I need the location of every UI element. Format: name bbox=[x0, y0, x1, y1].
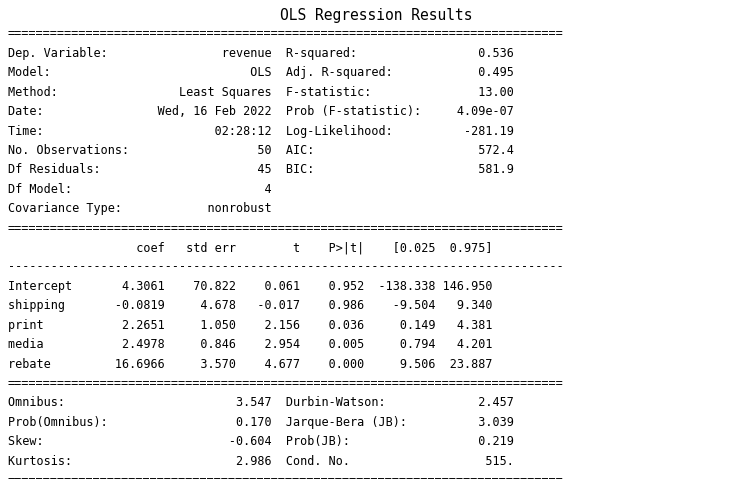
Text: ==============================================================================: ========================================… bbox=[8, 222, 564, 235]
Text: rebate         16.6966     3.570    4.677    0.000     9.506  23.887: rebate 16.6966 3.570 4.677 0.000 9.506 2… bbox=[8, 358, 493, 371]
Text: coef   std err        t    P>|t|    [0.025  0.975]: coef std err t P>|t| [0.025 0.975] bbox=[8, 241, 493, 254]
Text: ==============================================================================: ========================================… bbox=[8, 377, 564, 390]
Text: Date:                Wed, 16 Feb 2022  Prob (F-statistic):     4.09e-07: Date: Wed, 16 Feb 2022 Prob (F-statistic… bbox=[8, 105, 514, 118]
Text: Time:                        02:28:12  Log-Likelihood:          -281.19: Time: 02:28:12 Log-Likelihood: -281.19 bbox=[8, 124, 514, 137]
Text: Skew:                          -0.604  Prob(JB):                  0.219: Skew: -0.604 Prob(JB): 0.219 bbox=[8, 435, 514, 448]
Text: Prob(Omnibus):                  0.170  Jarque-Bera (JB):          3.039: Prob(Omnibus): 0.170 Jarque-Bera (JB): 3… bbox=[8, 416, 514, 429]
Text: Method:                 Least Squares  F-statistic:               13.00: Method: Least Squares F-statistic: 13.00 bbox=[8, 85, 514, 99]
Text: Dep. Variable:                revenue  R-squared:                 0.536: Dep. Variable: revenue R-squared: 0.536 bbox=[8, 47, 514, 60]
Text: print           2.2651     1.050    2.156    0.036     0.149   4.381: print 2.2651 1.050 2.156 0.036 0.149 4.3… bbox=[8, 319, 493, 332]
Text: shipping       -0.0819     4.678   -0.017    0.986    -9.504   9.340: shipping -0.0819 4.678 -0.017 0.986 -9.5… bbox=[8, 299, 493, 312]
Text: Kurtosis:                       2.986  Cond. No.                   515.: Kurtosis: 2.986 Cond. No. 515. bbox=[8, 455, 514, 468]
Text: ------------------------------------------------------------------------------: ----------------------------------------… bbox=[8, 261, 564, 274]
Text: Df Residuals:                      45  BIC:                       581.9: Df Residuals: 45 BIC: 581.9 bbox=[8, 163, 514, 176]
Text: Model:                            OLS  Adj. R-squared:            0.495: Model: OLS Adj. R-squared: 0.495 bbox=[8, 66, 514, 79]
Text: Omnibus:                        3.547  Durbin-Watson:             2.457: Omnibus: 3.547 Durbin-Watson: 2.457 bbox=[8, 396, 514, 409]
Text: Covariance Type:            nonrobust: Covariance Type: nonrobust bbox=[8, 202, 271, 215]
Text: ==============================================================================: ========================================… bbox=[8, 27, 564, 40]
Text: Df Model:                           4: Df Model: 4 bbox=[8, 183, 271, 196]
Text: media           2.4978     0.846    2.954    0.005     0.794   4.201: media 2.4978 0.846 2.954 0.005 0.794 4.2… bbox=[8, 338, 493, 351]
Text: ==============================================================================: ========================================… bbox=[8, 474, 564, 480]
Text: OLS Regression Results: OLS Regression Results bbox=[280, 8, 472, 23]
Text: No. Observations:                  50  AIC:                       572.4: No. Observations: 50 AIC: 572.4 bbox=[8, 144, 514, 157]
Text: Intercept       4.3061    70.822    0.061    0.952  -138.338 146.950: Intercept 4.3061 70.822 0.061 0.952 -138… bbox=[8, 280, 493, 293]
